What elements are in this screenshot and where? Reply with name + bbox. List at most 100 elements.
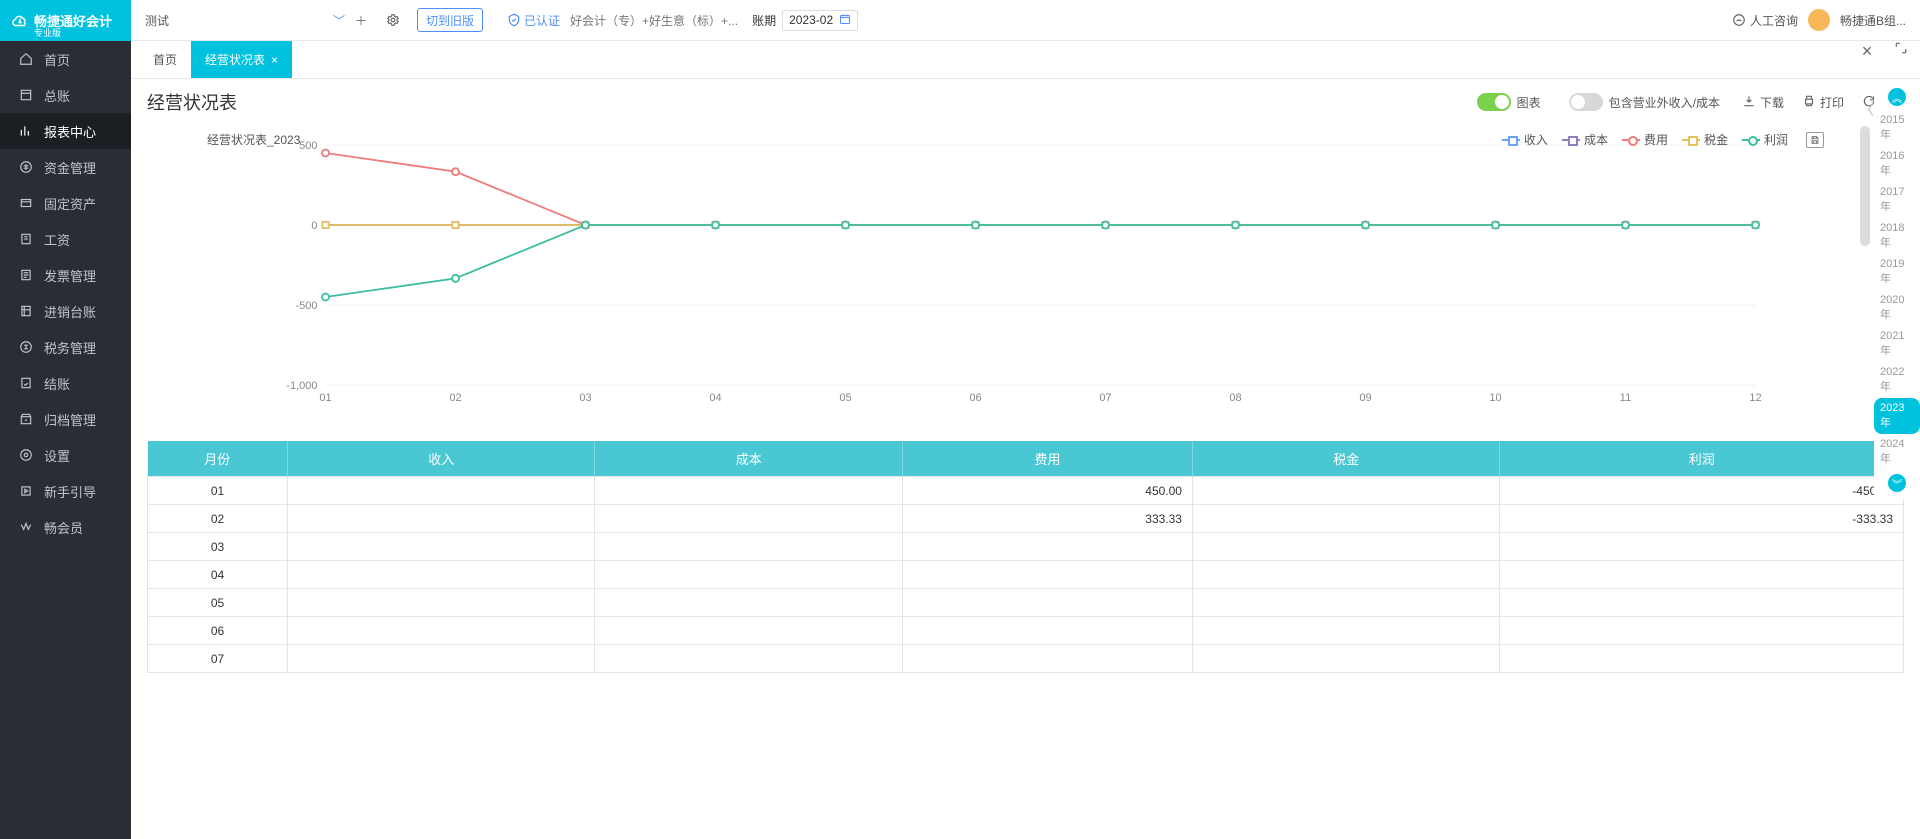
year-2024年[interactable]: 2024年	[1874, 434, 1920, 470]
cell-profit: -333.33	[1500, 505, 1904, 533]
sidebar-item-archive[interactable]: 归档管理	[0, 401, 131, 437]
sidebar-item-stock[interactable]: 进销台账	[0, 293, 131, 329]
sidebar: 畅捷通好会计 专业版 首页总账报表中心资金管理固定资产工资发票管理进销台账税务管…	[0, 0, 131, 839]
invoice-icon	[18, 268, 34, 282]
cell-income	[288, 589, 595, 617]
cell-tax	[1192, 533, 1499, 561]
cell-expense: 450.00	[902, 477, 1192, 505]
sidebar-item-label: 发票管理	[44, 266, 96, 285]
sidebar-item-label: 固定资产	[44, 194, 96, 213]
certified-badge: 已认证	[507, 12, 560, 29]
legend-label: 费用	[1644, 131, 1668, 148]
cell-cost	[595, 477, 902, 505]
sidebar-item-tax[interactable]: 税务管理	[0, 329, 131, 365]
year-2018年[interactable]: 2018年	[1874, 218, 1920, 254]
switch-old-button[interactable]: 切到旧版	[417, 8, 483, 32]
sidebar-item-setting[interactable]: 设置	[0, 437, 131, 473]
legend-label: 收入	[1524, 131, 1548, 148]
guide-icon	[18, 484, 34, 498]
year-2021年[interactable]: 2021年	[1874, 326, 1920, 362]
nav-list: 首页总账报表中心资金管理固定资产工资发票管理进销台账税务管理结账归档管理设置新手…	[0, 41, 131, 545]
scroll-arrow-icon: 〈	[1860, 100, 1874, 120]
cell-profit	[1500, 617, 1904, 645]
include-nonop-toggle[interactable]	[1569, 93, 1603, 111]
year-2022年[interactable]: 2022年	[1874, 362, 1920, 398]
user-name: 畅捷通B组...	[1840, 12, 1906, 29]
sidebar-item-salary[interactable]: 工资	[0, 221, 131, 257]
sidebar-item-home[interactable]: 首页	[0, 41, 131, 77]
org-select[interactable]: 测试 ﹀	[145, 6, 345, 34]
tab-首页[interactable]: 首页	[139, 41, 191, 78]
cell-income	[288, 645, 595, 673]
tab-label: 经营状况表	[205, 51, 265, 68]
sidebar-item-asset[interactable]: 固定资产	[0, 185, 131, 221]
main-area: 测试 ﹀ ＋ 切到旧版 已认证 好会计（专）+好生意（标）+... 账期 202…	[131, 0, 1920, 839]
expand-icon[interactable]	[1888, 41, 1914, 55]
scrollbar[interactable]	[1860, 126, 1870, 246]
cell-month: 02	[148, 505, 288, 533]
year-2016年[interactable]: 2016年	[1874, 146, 1920, 182]
sidebar-item-vip[interactable]: 畅会员	[0, 509, 131, 545]
add-button[interactable]: ＋	[349, 8, 373, 32]
salary-icon	[18, 232, 34, 246]
sidebar-item-report[interactable]: 报表中心	[0, 113, 131, 149]
cell-month: 03	[148, 533, 288, 561]
cell-tax	[1192, 477, 1499, 505]
sidebar-item-close[interactable]: 结账	[0, 365, 131, 401]
year-up-button[interactable]: ︽	[1888, 88, 1906, 106]
chart-save-button[interactable]	[1806, 132, 1824, 148]
sidebar-item-guide[interactable]: 新手引导	[0, 473, 131, 509]
tax-icon	[18, 340, 34, 354]
cell-cost	[595, 645, 902, 673]
legend-cost[interactable]: 成本	[1562, 131, 1608, 148]
year-2017年[interactable]: 2017年	[1874, 182, 1920, 218]
cell-cost	[595, 505, 902, 533]
legend-profit[interactable]: 利润	[1742, 131, 1788, 148]
year-2015年[interactable]: 2015年	[1874, 110, 1920, 146]
support-button[interactable]: 人工咨询	[1732, 12, 1798, 29]
year-2019年[interactable]: 2019年	[1874, 254, 1920, 290]
col-header: 利润	[1500, 441, 1904, 477]
gear-icon[interactable]	[381, 8, 405, 32]
period-select[interactable]: 2023-02	[782, 10, 858, 31]
legend-income[interactable]: 收入	[1502, 131, 1548, 148]
cell-cost	[595, 561, 902, 589]
close-tab-button[interactable]: ×	[1852, 41, 1882, 62]
tab-经营状况表[interactable]: 经营状况表 ×	[191, 41, 292, 78]
sidebar-item-invoice[interactable]: 发票管理	[0, 257, 131, 293]
include-nonop-label: 包含营业外收入/成本	[1609, 94, 1720, 111]
sidebar-item-ledger[interactable]: 总账	[0, 77, 131, 113]
sidebar-item-label: 税务管理	[44, 338, 96, 357]
table-row: 01450.00-450.00	[148, 477, 1904, 505]
plan-text: 好会计（专）+好生意（标）+...	[570, 12, 738, 29]
cell-expense	[902, 617, 1192, 645]
legend-swatch	[1682, 135, 1700, 145]
year-2020年[interactable]: 2020年	[1874, 290, 1920, 326]
legend-label: 成本	[1584, 131, 1608, 148]
avatar[interactable]	[1808, 9, 1830, 31]
sidebar-item-label: 首页	[44, 50, 70, 69]
sidebar-item-fund[interactable]: 资金管理	[0, 149, 131, 185]
close-icon[interactable]: ×	[271, 53, 278, 67]
print-button[interactable]: 打印	[1802, 94, 1844, 111]
cell-income	[288, 561, 595, 589]
col-header: 月份	[148, 441, 288, 477]
legend-swatch	[1562, 135, 1580, 145]
year-down-button[interactable]: ︾	[1888, 474, 1906, 492]
cloud-icon	[10, 11, 30, 31]
cell-expense: 333.33	[902, 505, 1192, 533]
cell-month: 01	[148, 477, 288, 505]
year-2023年[interactable]: 2023年	[1874, 398, 1920, 434]
chart-toggle[interactable]	[1477, 93, 1511, 111]
chart-toggle-label: 图表	[1517, 94, 1541, 111]
download-button[interactable]: 下载	[1742, 94, 1784, 111]
legend-label: 利润	[1764, 131, 1788, 148]
table-row: 07	[148, 645, 1904, 673]
legend-expense[interactable]: 费用	[1622, 131, 1668, 148]
table-row: 04	[148, 561, 1904, 589]
col-header: 税金	[1192, 441, 1499, 477]
legend-tax[interactable]: 税金	[1682, 131, 1728, 148]
home-icon	[18, 52, 34, 66]
fund-icon	[18, 160, 34, 174]
chart-container: 经营状况表_2023 收入成本费用税金利润 -1,000-50005000102…	[147, 125, 1904, 435]
